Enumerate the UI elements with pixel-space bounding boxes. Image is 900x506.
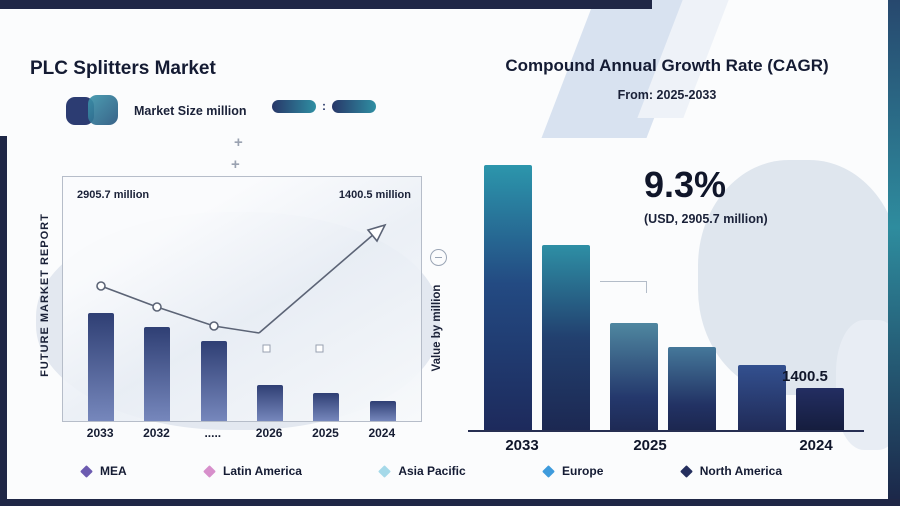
diamond-icon: [203, 464, 216, 478]
region-legend-label: Europe: [562, 464, 604, 478]
year-axis-label: 2026: [255, 426, 283, 440]
region-legend-item: MEA: [80, 464, 127, 478]
region-legend-item: Europe: [542, 464, 604, 478]
year-label: 2024: [799, 437, 833, 454]
colon-decor: :: [322, 99, 326, 113]
year-axis-label: 2033: [86, 426, 114, 440]
year-axis-label: 2032: [143, 426, 170, 440]
market-size-bar: [369, 401, 396, 421]
cagr-bar: [542, 245, 590, 430]
region-legend-item: Asia Pacific: [378, 464, 466, 478]
diamond-icon: [542, 464, 555, 478]
market-size-bar: [313, 393, 340, 421]
right-accent-stripe: [888, 0, 900, 506]
market-size-bars: [63, 309, 421, 421]
cagr-percentage: 9.3%: [644, 164, 727, 205]
bottom-accent-bar: [0, 499, 900, 506]
cagr-bar: [668, 347, 716, 430]
year-label: 2025: [633, 437, 667, 454]
pill-shape-icon: [332, 100, 376, 113]
year-axis-label: 2025: [312, 426, 339, 440]
cagr-subtitle: From: 2025-2033: [617, 88, 717, 102]
cagr-bar-group: [484, 165, 590, 430]
year-axis-labels: 2033 2032..... 2026 2025 2024: [62, 426, 420, 440]
cagr-bar: [738, 365, 786, 430]
diamond-icon: [378, 464, 392, 478]
region-legend: MEA Latin America Asia Pacific Europe North …: [80, 464, 782, 478]
diamond-icon: [80, 464, 93, 478]
cagr-bar-group: [610, 323, 716, 430]
cagr-bar-chart: [470, 165, 862, 430]
overlapping-shapes-icon: [66, 95, 120, 127]
minus-circle-decor-icon: [430, 249, 447, 266]
teal-shape-icon: [88, 95, 118, 125]
market-size-bar: [144, 327, 171, 421]
x-axis-line: [468, 430, 864, 432]
market-size-chart-panel: 2905.7 million 1400.5 million: [62, 176, 422, 422]
plus-decor-icon: +: [234, 134, 243, 151]
market-size-legend: Market Size million: [66, 95, 247, 127]
region-legend-label: MEA: [100, 464, 127, 478]
page-title: PLC Splitters Market: [30, 58, 216, 79]
year-axis-label: .....: [204, 426, 222, 440]
diamond-icon: [679, 464, 693, 478]
chart-annotation-start: 2905.7 million: [77, 189, 150, 201]
market-size-bar: [200, 341, 227, 421]
year-label: 2033: [505, 437, 539, 454]
cagr-bar-group: [738, 365, 844, 430]
side-watermark-label: FUTURE MARKET REPORT: [39, 213, 51, 377]
value-axis-label: Value by million: [431, 284, 443, 372]
market-size-bar: [257, 385, 284, 421]
year-axis-label: 2024: [368, 426, 396, 440]
cagr-bar: [610, 323, 658, 430]
region-legend-item: North America: [679, 464, 782, 478]
bracket-decor: [600, 281, 647, 293]
region-legend-item: Latin America: [203, 464, 302, 478]
pill-shape-icon: [272, 100, 316, 113]
plus-decor-icon: +: [231, 156, 240, 173]
market-size-legend-label: Market Size million: [134, 104, 247, 118]
cagr-detail: (USD, 2905.7 million): [644, 212, 768, 226]
region-legend-label: North America: [699, 464, 782, 478]
cagr-bar: [484, 165, 532, 430]
region-legend-label: Asia Pacific: [398, 464, 466, 478]
value-callout: 1400.5: [782, 368, 828, 385]
top-accent-bar: [0, 0, 652, 9]
cagr-title: Compound Annual Growth Rate (CAGR): [505, 56, 829, 75]
pill-decor: :: [272, 100, 376, 113]
left-accent-stripe: [0, 136, 7, 500]
chart-annotation-end: 1400.5 million: [338, 189, 411, 201]
market-size-bar: [88, 313, 115, 421]
cagr-bar: [796, 388, 844, 430]
region-legend-label: Latin America: [223, 464, 302, 478]
